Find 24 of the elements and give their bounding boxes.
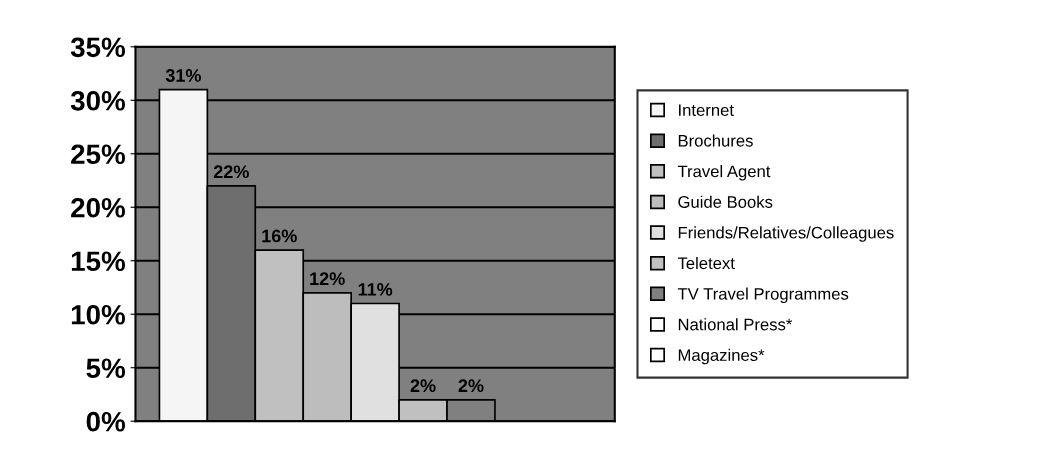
data-label: 12% (310, 272, 345, 286)
legend-label: Internet (679, 104, 734, 117)
legend-label: Teletext (677, 256, 735, 270)
y-tick-label: 5% (86, 358, 126, 379)
data-label: 11% (358, 283, 393, 296)
data-label: 16% (262, 229, 297, 243)
data-label: 2% (410, 379, 436, 393)
y-tick-label: 10% (71, 304, 126, 325)
legend-label: TV Travel Programmes (677, 287, 849, 304)
legend-label: National Press* (678, 318, 793, 331)
y-tick-label: 25% (71, 144, 126, 165)
y-tick-label: 30% (70, 90, 126, 111)
legend-label: Magazines* (678, 348, 765, 365)
data-label: 2% (458, 379, 484, 393)
legend-label: Travel Agent (677, 165, 771, 181)
data-label: 31% (165, 69, 201, 82)
y-tick-label: 0% (86, 411, 126, 432)
legend-label: Friends/Relatives/Colleagues (678, 226, 894, 242)
y-tick-label: 35% (70, 37, 126, 58)
y-tick-label: 20% (71, 197, 126, 218)
legend-label: Brochures (678, 134, 753, 147)
legend-label: Guide Books (678, 195, 773, 208)
y-tick-label: 15% (71, 251, 126, 272)
data-label: 22% (213, 165, 249, 179)
